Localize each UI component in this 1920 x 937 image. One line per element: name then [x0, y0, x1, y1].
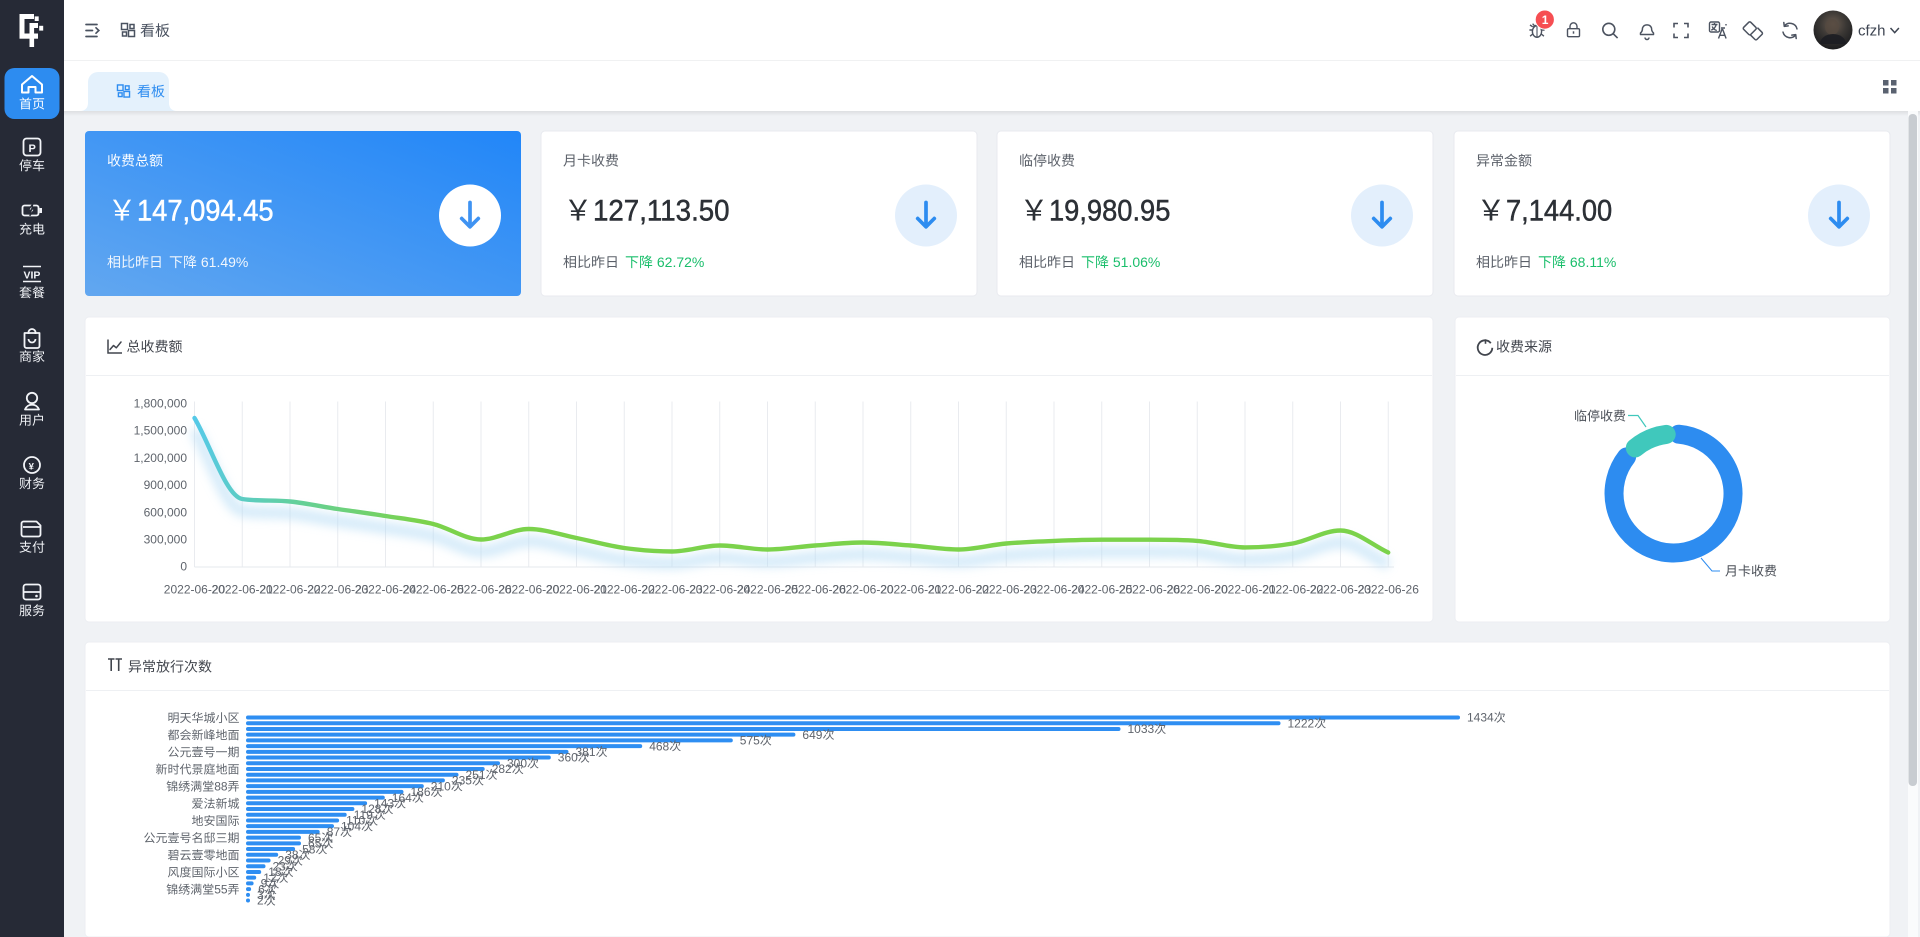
- svg-text:23: 23: [273, 859, 287, 873]
- svg-text:2022-06-24: 2022-06-24: [689, 582, 751, 596]
- svg-text:235: 235: [452, 774, 472, 788]
- svg-text:2022-06-23: 2022-06-23: [307, 582, 369, 596]
- svg-text:186: 186: [411, 785, 431, 799]
- svg-text:2022-06-21: 2022-06-21: [546, 582, 608, 596]
- svg-text:2022-06-25: 2022-06-25: [403, 582, 465, 596]
- svg-text:2022-06-24: 2022-06-24: [1023, 582, 1085, 596]
- svg-text:87: 87: [327, 825, 341, 839]
- svg-text:110: 110: [346, 814, 365, 828]
- svg-text:600,000: 600,000: [144, 505, 188, 519]
- svg-text:VIP: VIP: [24, 270, 41, 282]
- svg-text:2022-06-26: 2022-06-26: [450, 582, 512, 596]
- svg-text:65: 65: [308, 831, 322, 845]
- svg-text:29: 29: [278, 854, 292, 868]
- svg-text:143: 143: [374, 797, 394, 811]
- svg-text:1: 1: [1542, 13, 1549, 27]
- svg-text:1,200,000: 1,200,000: [134, 451, 188, 465]
- svg-text:88: 88: [214, 780, 228, 794]
- svg-text:68.11%: 68.11%: [1566, 254, 1616, 270]
- svg-text:9: 9: [261, 877, 268, 891]
- svg-text:649: 649: [802, 728, 822, 742]
- svg-text:¥: ¥: [29, 461, 35, 472]
- svg-text:65: 65: [308, 837, 322, 851]
- svg-text:282: 282: [492, 762, 512, 776]
- svg-text:128: 128: [361, 802, 381, 816]
- svg-text:2022-06-20: 2022-06-20: [832, 582, 894, 596]
- svg-text:2022-06-21: 2022-06-21: [1214, 582, 1276, 596]
- svg-text:2022-06-21: 2022-06-21: [880, 582, 942, 596]
- svg-text:3: 3: [257, 888, 264, 902]
- svg-text:1,500,000: 1,500,000: [134, 424, 188, 438]
- svg-text:381: 381: [576, 745, 596, 759]
- svg-text:2022-06-20: 2022-06-20: [164, 582, 226, 596]
- svg-text:0: 0: [180, 560, 187, 574]
- svg-text:119: 119: [354, 808, 373, 822]
- svg-text:2022-06-22: 2022-06-22: [594, 582, 656, 596]
- svg-text:1434: 1434: [1467, 711, 1494, 725]
- svg-text:6: 6: [258, 882, 265, 896]
- svg-text:127,113.50: 127,113.50: [593, 195, 730, 228]
- svg-text:300,000: 300,000: [144, 533, 188, 547]
- svg-text:7,144.00: 7,144.00: [1506, 195, 1612, 228]
- svg-text:19,980.95: 19,980.95: [1049, 195, 1170, 228]
- svg-text:2022-06-24: 2022-06-24: [355, 582, 417, 596]
- svg-text:468: 468: [649, 739, 669, 753]
- svg-text:2022-06-22: 2022-06-22: [259, 582, 321, 596]
- svg-text:164: 164: [392, 791, 412, 805]
- svg-text:2022-06-22: 2022-06-22: [928, 582, 990, 596]
- svg-text:12: 12: [263, 871, 277, 885]
- svg-text:2022-06-26: 2022-06-26: [1119, 582, 1181, 596]
- svg-text:61.49%: 61.49%: [197, 254, 248, 270]
- svg-text:2022-06-20: 2022-06-20: [1167, 582, 1229, 596]
- svg-text:2022-06-22: 2022-06-22: [1262, 582, 1324, 596]
- svg-text:18: 18: [268, 865, 282, 879]
- svg-text:1222: 1222: [1288, 716, 1315, 730]
- svg-text:55: 55: [214, 883, 228, 897]
- svg-text:900,000: 900,000: [144, 478, 188, 492]
- svg-text:251: 251: [466, 768, 486, 782]
- svg-text:2022-06-26: 2022-06-26: [1358, 582, 1420, 596]
- svg-text:147,094.45: 147,094.45: [137, 195, 274, 228]
- svg-text:2022-06-21: 2022-06-21: [212, 582, 274, 596]
- svg-text:360: 360: [558, 751, 578, 765]
- svg-text:2022-06-20: 2022-06-20: [498, 582, 560, 596]
- svg-text:2022-06-23: 2022-06-23: [641, 582, 703, 596]
- svg-text:cfzh: cfzh: [1858, 23, 1886, 40]
- svg-text:2: 2: [257, 894, 264, 908]
- svg-text:2022-06-23: 2022-06-23: [1310, 582, 1372, 596]
- svg-text:575: 575: [740, 734, 760, 748]
- svg-text:2022-06-25: 2022-06-25: [737, 582, 799, 596]
- svg-text:104: 104: [341, 819, 361, 833]
- svg-text:1,800,000: 1,800,000: [134, 397, 188, 411]
- svg-text:51.06%: 51.06%: [1109, 254, 1160, 270]
- svg-text:2022-06-25: 2022-06-25: [1071, 582, 1133, 596]
- svg-text:P: P: [29, 143, 36, 155]
- svg-text:2022-06-26: 2022-06-26: [785, 582, 847, 596]
- svg-text:2022-06-23: 2022-06-23: [976, 582, 1038, 596]
- svg-text:62.72%: 62.72%: [653, 254, 704, 270]
- svg-text:210: 210: [431, 779, 451, 793]
- svg-text:1033: 1033: [1128, 722, 1155, 736]
